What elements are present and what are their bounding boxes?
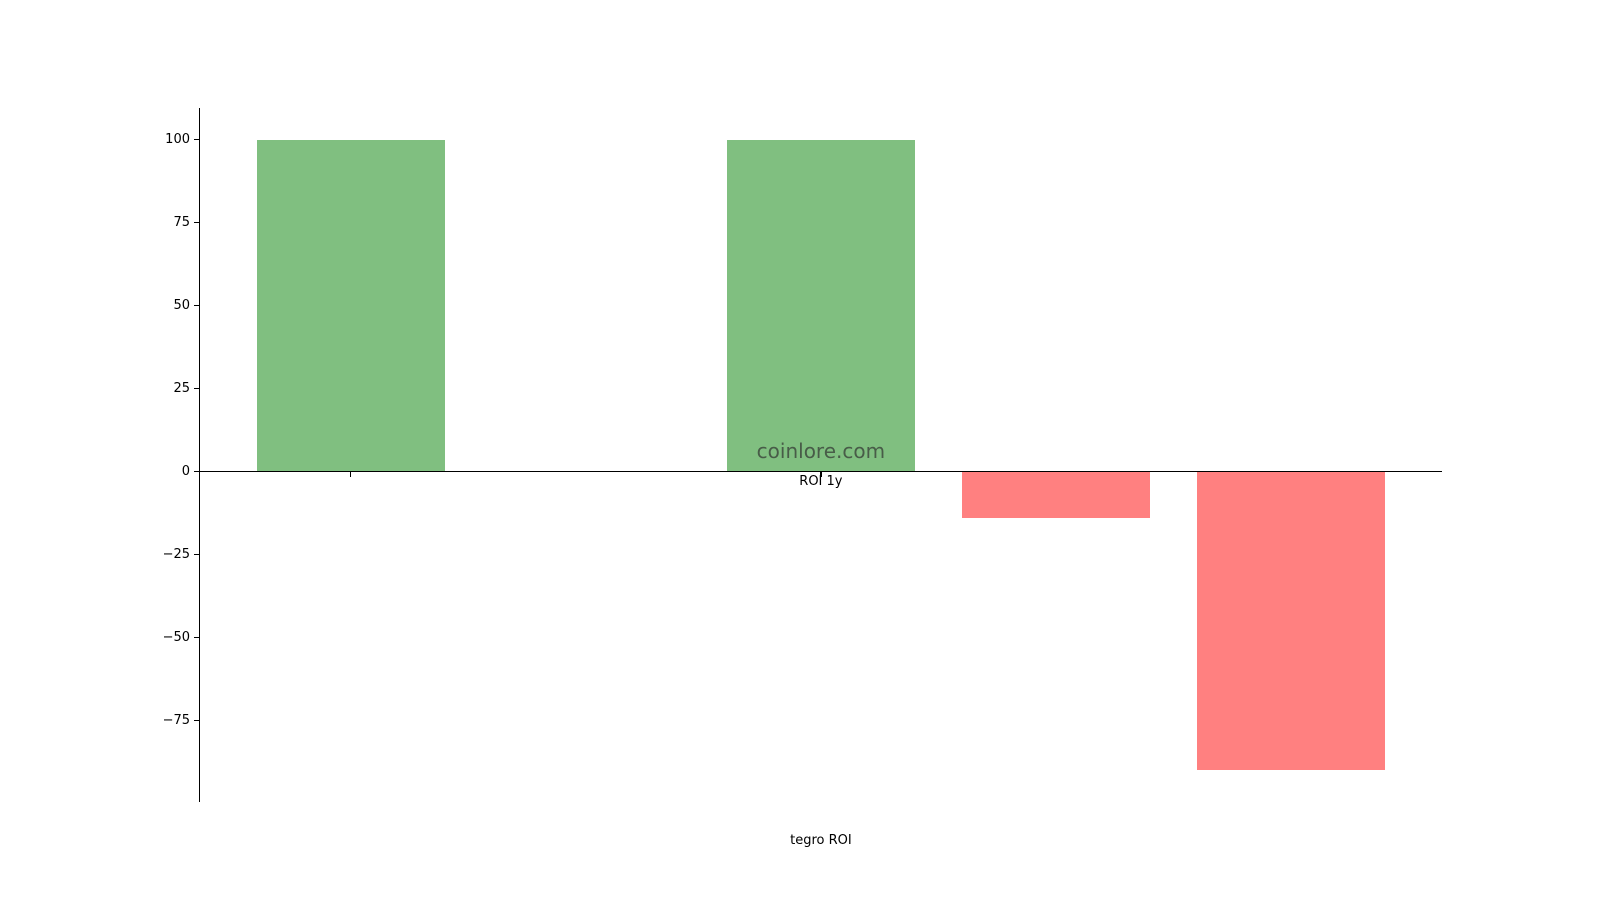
y-tick-label: 25 [173, 380, 190, 396]
bar-slot-5 [1197, 471, 1386, 771]
y-tick-label: 75 [173, 214, 190, 230]
y-axis-spine [198, 108, 200, 802]
bar-slot-4 [962, 471, 1151, 519]
x-axis-zero-line [200, 470, 1442, 473]
x-tick [820, 472, 822, 478]
y-tick-label: −75 [162, 712, 190, 728]
y-tick [194, 304, 199, 307]
y-tick-label: −50 [162, 629, 190, 645]
y-tick [194, 553, 199, 556]
y-tick-label: 100 [165, 131, 190, 147]
y-tick [194, 636, 199, 639]
x-tick-label: ROI 1y [799, 473, 843, 489]
y-tick [194, 470, 199, 473]
y-tick-label: 50 [173, 297, 190, 313]
y-tick-label: 0 [181, 463, 190, 479]
y-tick [194, 138, 199, 141]
y-tick [194, 387, 199, 390]
bar-slot-1 [256, 139, 445, 472]
y-tick [194, 221, 199, 224]
bar-roi-1y [726, 139, 915, 472]
watermark-text: coinlore.com [756, 439, 886, 463]
y-tick [194, 719, 199, 722]
x-tick [349, 472, 352, 478]
y-tick-label: −25 [162, 546, 190, 562]
chart-title: tegro ROI [790, 833, 852, 848]
